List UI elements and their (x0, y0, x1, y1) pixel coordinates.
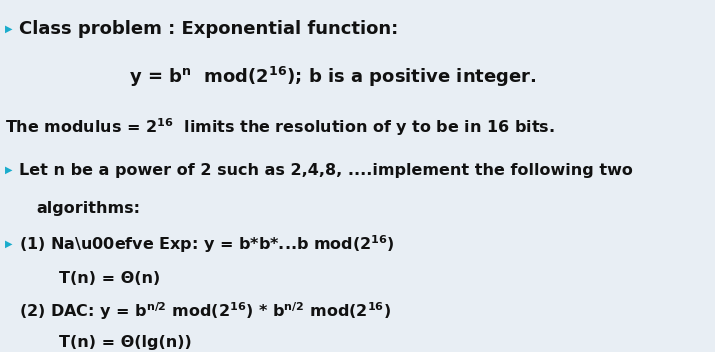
Text: (1) Na\u00efve Exp: y = b*b*...b mod(2$\mathregular{^{16}}$): (1) Na\u00efve Exp: y = b*b*...b mod(2$\… (19, 233, 395, 255)
Text: The modulus = 2$\mathregular{^{16}}$  limits the resolution of y to be in 16 bit: The modulus = 2$\mathregular{^{16}}$ lim… (4, 116, 554, 138)
Text: (2) DAC: y = b$\mathregular{^{n/2}}$ mod(2$\mathregular{^{16}}$) * b$\mathregula: (2) DAC: y = b$\mathregular{^{n/2}}$ mod… (19, 301, 391, 322)
Text: T(n) = Θ(lg(n)): T(n) = Θ(lg(n)) (59, 335, 192, 350)
Text: Let n be a power of 2 such as 2,4,8, ....implement the following two: Let n be a power of 2 such as 2,4,8, ...… (19, 163, 633, 178)
Text: algorithms:: algorithms: (36, 201, 140, 215)
Text: Class problem : Exponential function:: Class problem : Exponential function: (19, 20, 398, 38)
Text: ▶: ▶ (4, 239, 12, 249)
Text: ▶: ▶ (4, 24, 12, 34)
Text: y = b$\mathregular{^n}$  mod(2$\mathregular{^{16}}$); b is a positive integer.: y = b$\mathregular{^n}$ mod(2$\mathregul… (129, 65, 536, 89)
Text: T(n) = Θ(n): T(n) = Θ(n) (59, 271, 160, 286)
Text: ▶: ▶ (4, 165, 12, 175)
